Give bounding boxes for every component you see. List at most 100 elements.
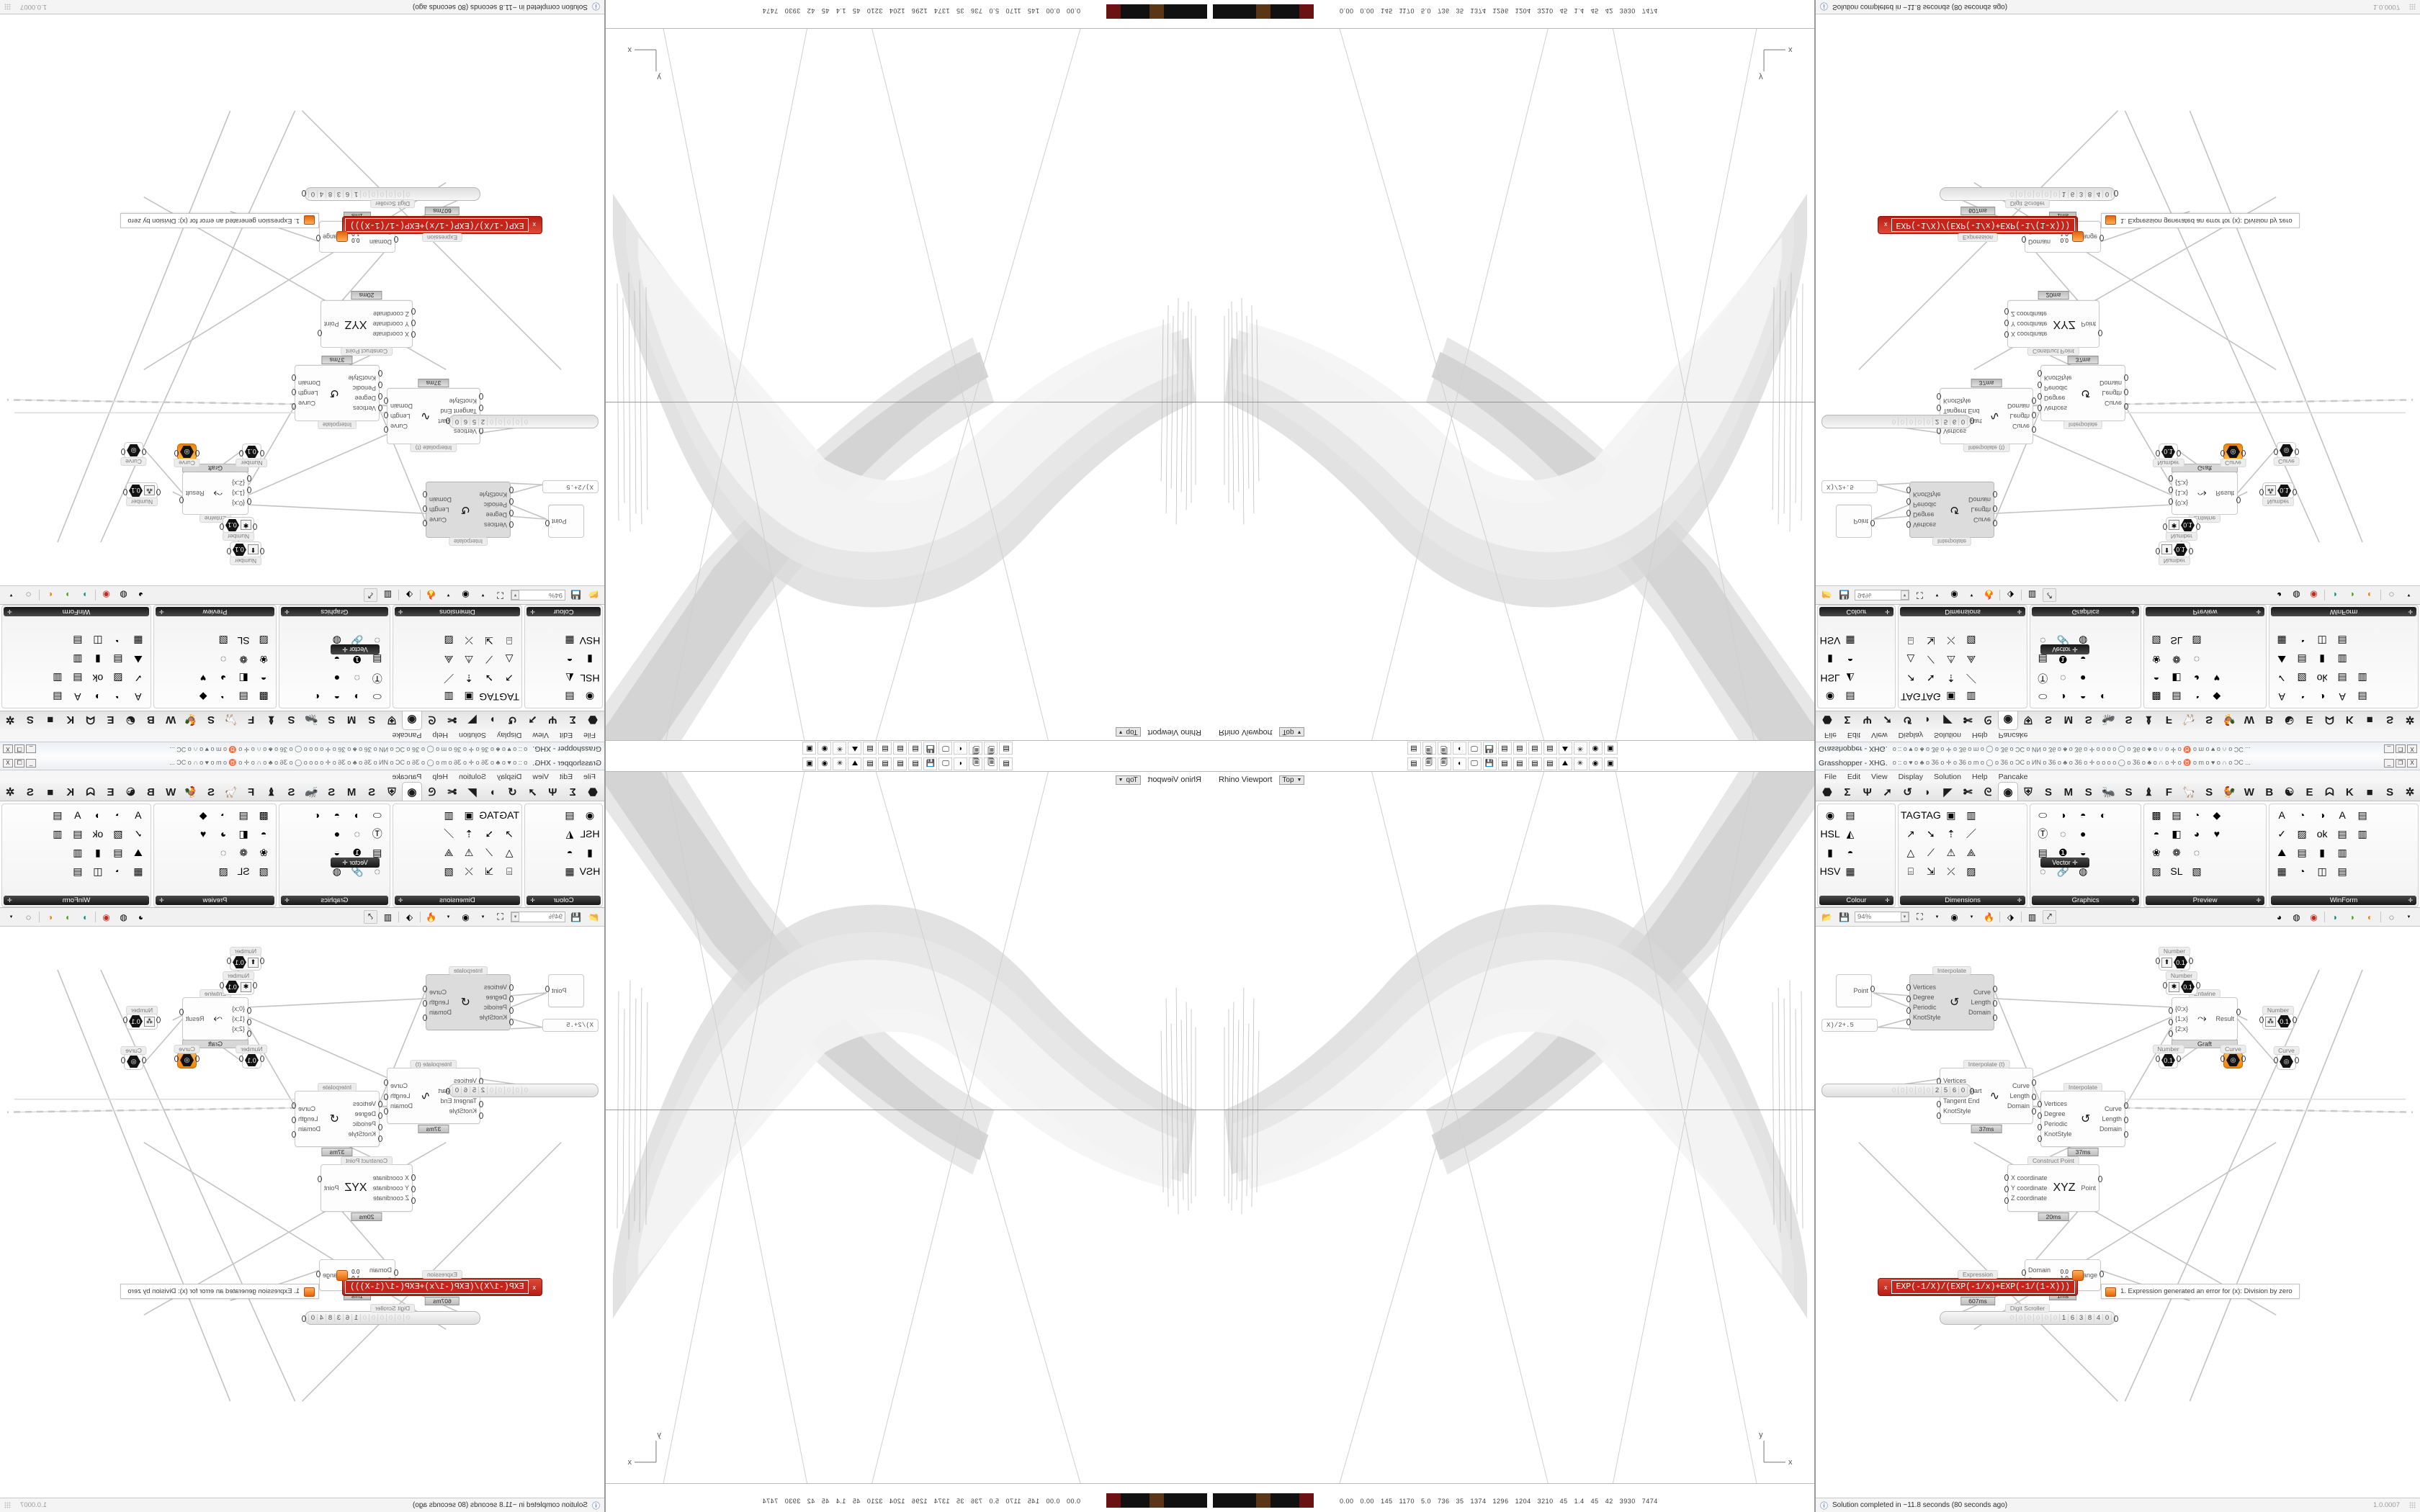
scroller-digit-4[interactable]: 0 (487, 418, 496, 426)
scroller-digit-11[interactable]: 0 (2103, 190, 2112, 198)
node-input-knotstyle[interactable]: KnotStyle (2044, 374, 2072, 382)
menu-item-file[interactable]: File (583, 731, 596, 740)
ribbon-icon-preview-13[interactable]: ♥ (200, 828, 207, 840)
category-tab-display[interactable]: ◉ (1998, 782, 2019, 801)
ribbon-group-colour[interactable]: ◉ HSL ▮ HSV ▤ ◭ ◓ ▦ Colour ✛ (524, 804, 603, 907)
param-output-port[interactable] (2295, 449, 2299, 455)
scroller-digit-7[interactable]: 6 (343, 190, 351, 198)
toolbar-icon-save64[interactable]: 💾 (1482, 742, 1497, 755)
ribbon-icon-colour-4[interactable]: ▤ (1845, 809, 1855, 821)
scroller-digit-5[interactable]: 2 (478, 1086, 487, 1094)
menu-item-file[interactable]: File (583, 772, 596, 781)
ribbon-icon-colour-5[interactable]: ◭ (565, 672, 574, 685)
output-port-0[interactable] (545, 986, 550, 992)
ribbon-icon-preview-5[interactable]: ◧ (238, 672, 248, 685)
scroller-digit-0[interactable]: 0 (403, 190, 412, 198)
ribbon-icon-colour-2[interactable]: ▮ (1827, 654, 1833, 666)
layer-swatch-6[interactable] (1299, 4, 1314, 19)
rhino-toolbar[interactable]: ▤ 🗐 🗐 ◖ 🖵 💾 ▤ ▤ ▤ ▤ ⛰ ✳ ◉ ▣ (606, 740, 1210, 756)
ribbon-icon-graphics-9[interactable]: ● (2080, 672, 2087, 684)
toolbar-icon-page-4[interactable]: ▤ (863, 742, 877, 755)
menu-item-help[interactable]: Help (432, 731, 449, 740)
ribbon-icon-preview-8[interactable]: ◔ (2193, 691, 2200, 703)
param-badge-icon[interactable]: ⁂ (144, 1016, 155, 1027)
layer-swatch-0[interactable] (1213, 1493, 1227, 1508)
output-port-2[interactable] (423, 491, 427, 498)
param-output-port[interactable] (2177, 450, 2181, 456)
ribbon-icon-graphics-8[interactable]: ◓ (2080, 809, 2087, 821)
zoom-extents-icon[interactable]: ⛶ (1917, 590, 1923, 600)
node-input-degree[interactable]: Degree (2044, 395, 2066, 402)
scroller-digit-7[interactable]: 6 (2069, 190, 2077, 198)
toolbar-icon-page-4[interactable]: ▤ (1543, 742, 1557, 755)
ribbon-icon-winform-14[interactable]: ▥ (2337, 846, 2347, 858)
input-port-1[interactable] (2169, 487, 2173, 493)
output-port-0[interactable] (2099, 1271, 2104, 1277)
preview-off-chevron-icon[interactable]: ▼ (9, 914, 14, 919)
menu-item-edit[interactable]: Edit (559, 731, 573, 740)
node-output-range[interactable]: Range (2078, 1272, 2097, 1279)
preview-green-icon[interactable]: ◗ (2349, 912, 2356, 922)
toolbar-icon-page-1[interactable]: ▤ (908, 757, 923, 770)
node-body[interactable]: {0;x} {1;x} {2;x} ⤳ Result (182, 997, 248, 1040)
ribbon-icon-graphics-6[interactable]: ❶ (2058, 846, 2068, 858)
node-input-vertices[interactable]: Vertices (352, 1100, 376, 1107)
menu-item-display[interactable]: Display (1898, 731, 1924, 740)
gh-digit-scroller-bottom[interactable]: Digit Scroller 0 0 0 0 0 0 1 6 3 8 4 0 (1940, 1304, 2118, 1325)
input-port-1[interactable] (2038, 1112, 2042, 1119)
menu-item-pancake[interactable]: Pancake (1998, 731, 2028, 740)
canvas-toolbar[interactable]: 📂 💾 94% ▼ ⛶ ▼ ◉ ▼ 🔥 ⬗ ▥ ⤤ (0, 585, 604, 604)
scroller-digit-6[interactable]: 5 (470, 418, 478, 426)
ribbon-icon-colour-0[interactable]: ◉ (1825, 691, 1835, 703)
node-input-vertices[interactable]: Vertices (483, 521, 507, 528)
category-tab-intersect[interactable]: ✄ (447, 786, 457, 798)
ribbon-icon-dimensions-10[interactable]: ⚠ (1946, 654, 1956, 666)
bake-flame-icon[interactable]: 🔥 (1984, 590, 1994, 600)
category-tab-b1[interactable]: ♝ (2143, 714, 2154, 726)
menu-item-help[interactable]: Help (1971, 731, 1988, 740)
ribbon-icon-winform-11[interactable]: ◫ (2317, 865, 2327, 877)
toolbar-icon-save64[interactable]: 💾 (923, 757, 938, 770)
rhino-toolbar[interactable]: ▤ 🗐 🗐 ◖ 🖵 💾 ▤ ▤ ▤ ▤ ⛰ ✳ ◉ ▣ (1210, 740, 1814, 756)
scroller-digit-8[interactable]: 3 (334, 190, 343, 198)
scroller-digit-7[interactable]: 6 (1950, 418, 1959, 426)
category-tab-k1[interactable]: K (2345, 714, 2354, 726)
node-input--1-x-[interactable]: {1;x} (2175, 490, 2189, 497)
category-tab-t3[interactable]: ᗣ (2325, 714, 2334, 726)
zoom-extents-chevron-icon[interactable]: ▼ (1935, 593, 1940, 598)
shade-grey-icon[interactable]: ◕ (138, 590, 144, 600)
scroller-output-port[interactable] (1970, 1088, 1974, 1094)
output-port-1[interactable] (1993, 505, 1997, 512)
node-output-domain[interactable]: Domain (390, 1102, 413, 1110)
input-port-3[interactable] (479, 1112, 483, 1119)
scroller-digit-11[interactable]: 0 (308, 1314, 317, 1322)
ribbon-icon-preview-4[interactable]: ▤ (2172, 809, 2182, 821)
gh-param-curve-param-2[interactable]: Curve ◎ (120, 1046, 147, 1070)
category-tab-y1[interactable]: ☯ (2284, 786, 2295, 798)
rhino-layer-swatches[interactable] (1106, 4, 1207, 19)
ribbon-icon-winform-16[interactable]: ▤ (53, 809, 63, 821)
scroller-digit-1[interactable]: 0 (1899, 418, 1907, 426)
ribbon-icon-dimensions-8[interactable]: ▣ (1946, 691, 1956, 703)
scroller-digit-3[interactable]: 0 (496, 418, 504, 426)
node-body[interactable]: {0;x} {1;x} {2;x} ⤳ Result (2172, 997, 2238, 1040)
param-input-port[interactable] (2220, 1056, 2225, 1062)
ribbon-icon-preview-6[interactable]: ❁ (2172, 846, 2181, 858)
param-badge-icon[interactable]: ⬆ (2161, 544, 2172, 555)
gh-param-curve-param-2[interactable]: Curve ◎ (2273, 1046, 2300, 1070)
ribbon-icon-winform-11[interactable]: ◫ (93, 635, 103, 647)
ribbon-group-winform[interactable]: A ✓ ⛰ ▦ ◔ ▨ ▤ ◔ ◑ ok ▮ ◫ A ▤ ▥ ▤ ▤ ▥ WinForm ✛ (1, 804, 151, 907)
param-output-port[interactable] (2241, 450, 2246, 456)
ribbon-icon-dimensions-2[interactable]: △ (1906, 654, 1915, 666)
gh-node-construct-point[interactable]: Construct Point X coordinate Y coordinate Z… (318, 291, 416, 356)
scroller-digit-8[interactable]: 3 (2077, 190, 2086, 198)
ribbon-icon-winform-17[interactable]: ▥ (53, 672, 63, 685)
component-ribbon[interactable]: ◉ HSL ▮ HSV ▤ ◭ ◓ ▦ Colour ✛ TAG ↗ △ ⌸ TAG ➘ ⟋ ⇲ ▣ ⇡ ⚠ ⤫ ▥ ／ ⟁ ▨ D… (0, 801, 604, 908)
node-input-domain[interactable]: Domain (2028, 1266, 2051, 1274)
category-tab-ant[interactable]: 🐜 (2102, 714, 2115, 726)
ribbon-icon-preview-11[interactable]: ▧ (2192, 865, 2202, 877)
ribbon-icon-preview-5[interactable]: ◧ (2172, 672, 2182, 685)
layer-swatch-0[interactable] (1193, 4, 1207, 19)
ribbon-icon-dimensions-15[interactable]: ▨ (444, 635, 454, 647)
